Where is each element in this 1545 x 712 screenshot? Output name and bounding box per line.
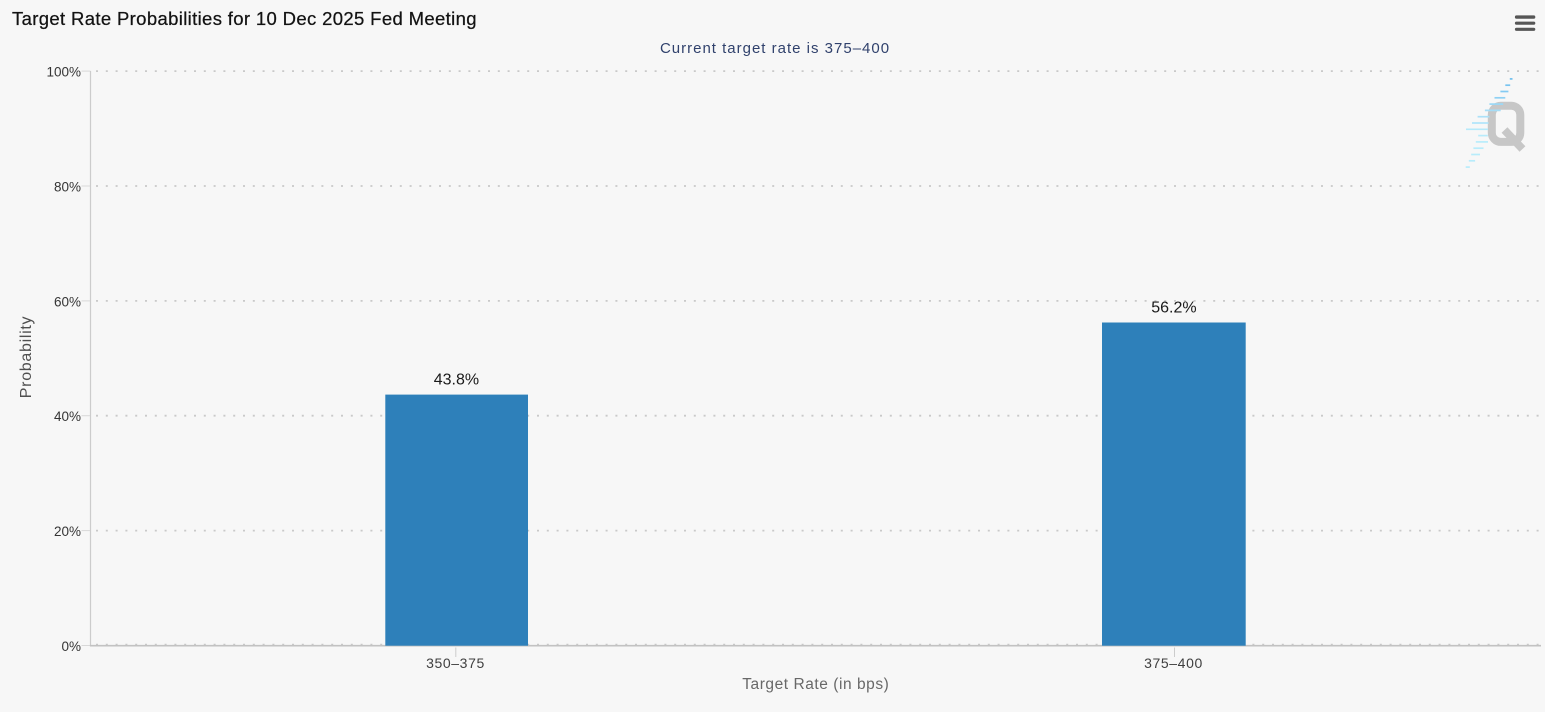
svg-text:100%: 100% [46,65,81,80]
svg-text:Target Rate Probabilities for: Target Rate Probabilities for 10 Dec 202… [12,8,477,29]
svg-text:Target Rate (in bps): Target Rate (in bps) [742,676,889,693]
svg-text:Current target rate is 375–400: Current target rate is 375–400 [660,40,890,57]
svg-text:56.2%: 56.2% [1151,300,1196,317]
svg-text:80%: 80% [54,180,81,195]
svg-text:0%: 0% [61,639,81,654]
svg-text:375–400: 375–400 [1144,655,1203,671]
svg-text:20%: 20% [54,524,81,539]
svg-text:43.8%: 43.8% [434,372,479,389]
svg-text:40%: 40% [54,409,81,424]
svg-text:60%: 60% [54,294,81,309]
svg-text:Probability: Probability [18,316,35,398]
svg-text:350–375: 350–375 [426,655,485,671]
